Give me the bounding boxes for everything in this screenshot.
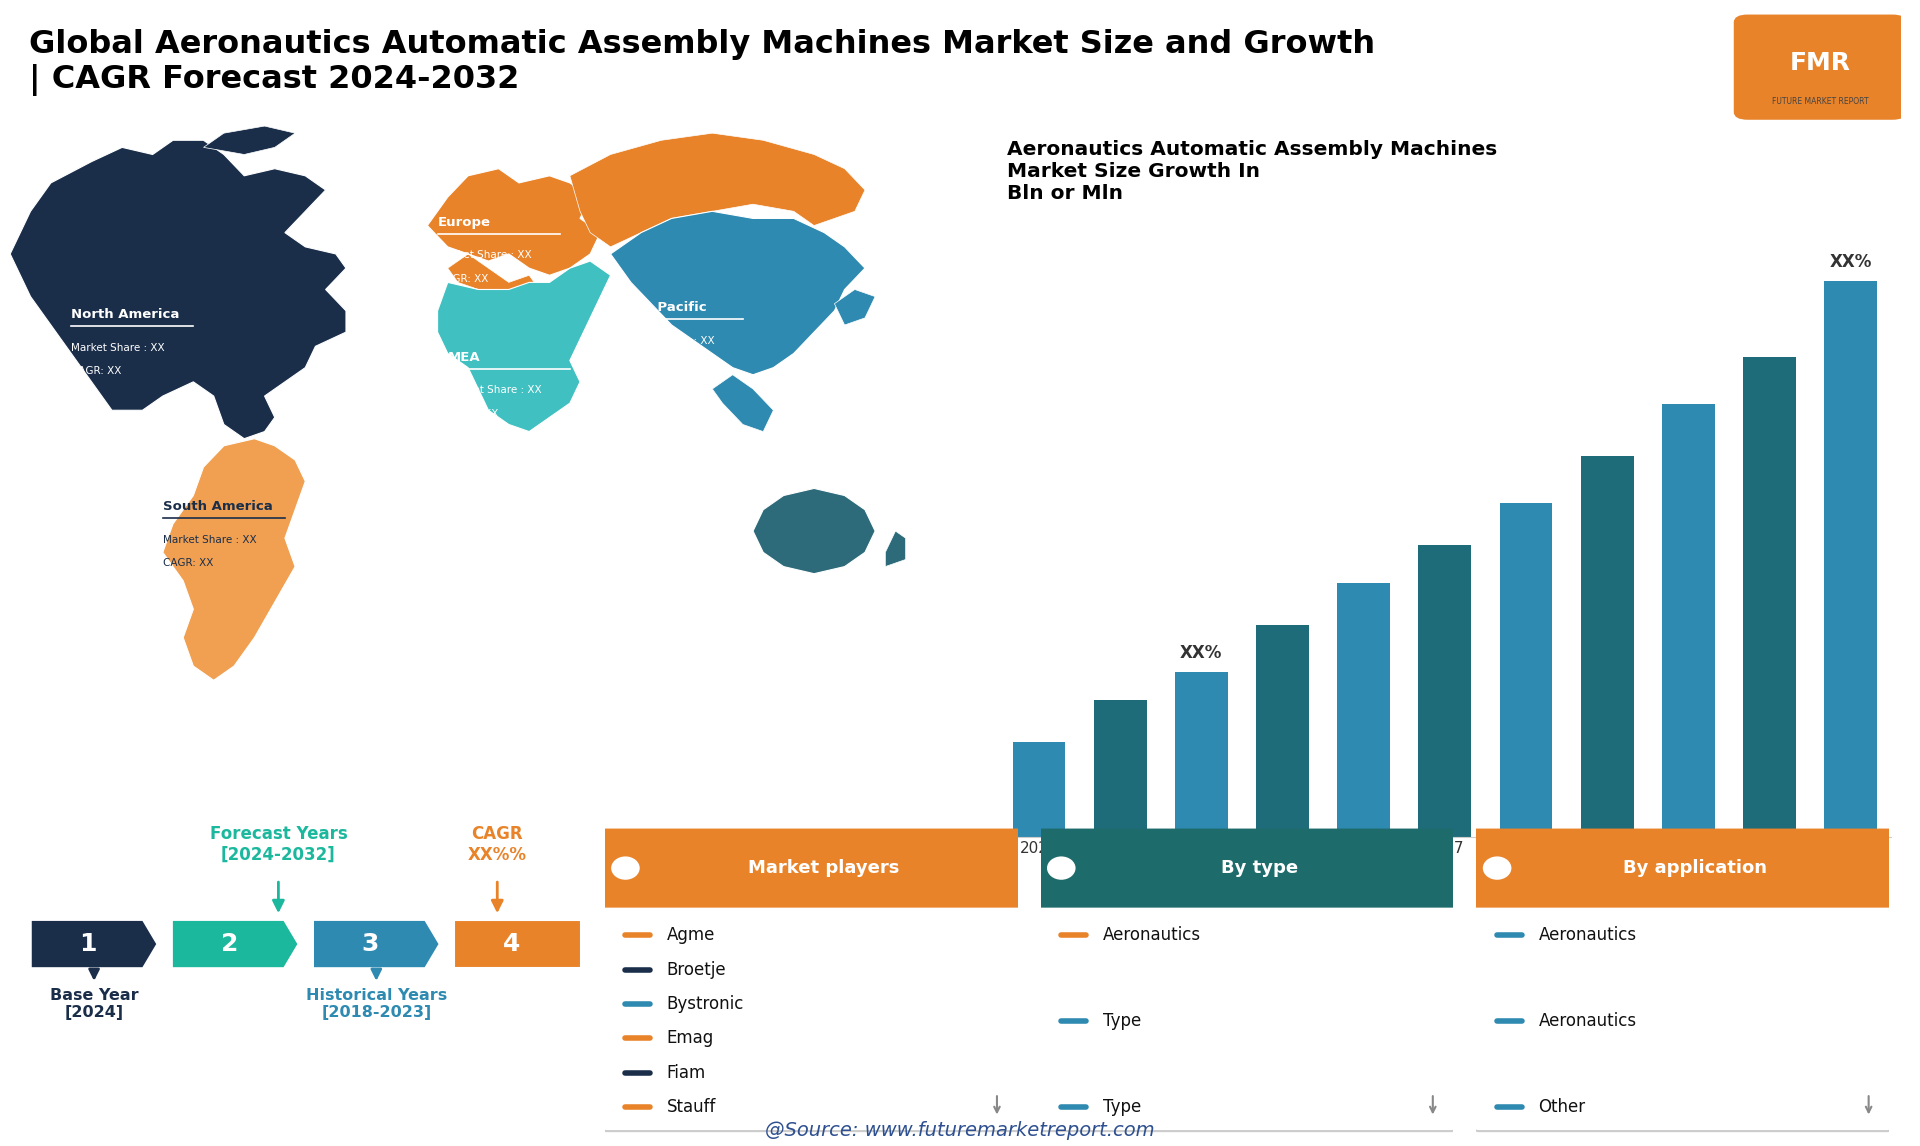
Text: Bystronic: Bystronic xyxy=(666,995,745,1013)
Bar xyxy=(1419,544,1471,837)
Bar xyxy=(1500,503,1553,837)
Text: 4: 4 xyxy=(503,932,520,956)
Text: Fiam: Fiam xyxy=(666,1063,707,1082)
Text: Agme: Agme xyxy=(666,926,714,944)
Text: Aeronautics: Aeronautics xyxy=(1102,926,1200,944)
Polygon shape xyxy=(570,133,864,246)
FancyBboxPatch shape xyxy=(1033,829,1461,908)
Text: 2: 2 xyxy=(221,932,238,956)
Polygon shape xyxy=(453,920,582,968)
Bar xyxy=(1824,282,1878,837)
Text: CAGR: XX: CAGR: XX xyxy=(438,274,488,284)
Text: Aeronautics: Aeronautics xyxy=(1538,1012,1636,1030)
Bar xyxy=(1743,356,1795,837)
Bar xyxy=(1012,743,1066,837)
Text: CAGR: XX: CAGR: XX xyxy=(163,558,213,568)
Bar xyxy=(1663,403,1715,837)
Text: Aeronautics Automatic Assembly Machines
Market Size Growth In
Bln or Mln: Aeronautics Automatic Assembly Machines … xyxy=(1006,140,1498,203)
Text: Market players: Market players xyxy=(749,860,899,877)
Text: Aeronautics: Aeronautics xyxy=(1538,926,1636,944)
Text: XX%: XX% xyxy=(1830,253,1872,272)
Text: By type: By type xyxy=(1221,860,1298,877)
Text: Historical Years
[2018-2023]: Historical Years [2018-2023] xyxy=(305,988,447,1020)
Text: CAGR
XX%%: CAGR XX%% xyxy=(468,825,526,864)
Text: Stauff: Stauff xyxy=(666,1098,716,1116)
Text: XX%: XX% xyxy=(1181,644,1223,662)
FancyBboxPatch shape xyxy=(1469,829,1897,908)
Polygon shape xyxy=(835,290,876,325)
Text: CAGR: XX: CAGR: XX xyxy=(71,367,121,376)
Bar xyxy=(1580,456,1634,837)
Text: Broetje: Broetje xyxy=(666,960,726,979)
Text: FMR: FMR xyxy=(1789,50,1851,74)
Text: Market Share : XX: Market Share : XX xyxy=(620,336,714,346)
Text: CAGR: XX: CAGR: XX xyxy=(620,359,672,369)
FancyBboxPatch shape xyxy=(1734,15,1907,120)
FancyBboxPatch shape xyxy=(1475,904,1891,1131)
Polygon shape xyxy=(1766,19,1839,37)
Polygon shape xyxy=(447,254,540,304)
Text: Type: Type xyxy=(1102,1098,1140,1116)
Text: Europe: Europe xyxy=(438,217,492,229)
Polygon shape xyxy=(428,168,601,275)
Circle shape xyxy=(1046,855,1077,881)
Text: 1: 1 xyxy=(79,932,98,956)
Text: @Source: www.futuremarketreport.com: @Source: www.futuremarketreport.com xyxy=(766,1121,1154,1140)
Polygon shape xyxy=(163,439,305,681)
Polygon shape xyxy=(611,211,864,375)
Circle shape xyxy=(1482,855,1513,881)
Text: MEA: MEA xyxy=(447,351,480,364)
Text: Other: Other xyxy=(1538,1098,1586,1116)
Text: Asia Pacific: Asia Pacific xyxy=(620,301,707,314)
Bar xyxy=(1094,700,1146,837)
Text: South America: South America xyxy=(163,501,273,513)
Polygon shape xyxy=(10,140,346,439)
Text: FUTURE MARKET REPORT: FUTURE MARKET REPORT xyxy=(1772,96,1868,105)
Text: Type: Type xyxy=(1102,1012,1140,1030)
Polygon shape xyxy=(885,531,906,566)
Polygon shape xyxy=(712,375,774,432)
Text: Market Share : XX: Market Share : XX xyxy=(438,251,532,260)
Polygon shape xyxy=(171,920,300,968)
Polygon shape xyxy=(204,126,296,155)
Bar xyxy=(1175,672,1227,837)
Polygon shape xyxy=(313,920,440,968)
Polygon shape xyxy=(31,920,157,968)
Text: CAGR: XX: CAGR: XX xyxy=(447,409,497,418)
Text: North America: North America xyxy=(71,308,180,321)
Text: By application: By application xyxy=(1622,860,1766,877)
Text: Emag: Emag xyxy=(666,1029,714,1047)
Text: Base Year
[2024]: Base Year [2024] xyxy=(50,988,138,1020)
Text: Market Share : XX: Market Share : XX xyxy=(163,534,257,544)
Text: 3: 3 xyxy=(361,932,380,956)
Text: Global Aeronautics Automatic Assembly Machines Market Size and Growth
| CAGR For: Global Aeronautics Automatic Assembly Ma… xyxy=(29,29,1375,96)
Text: Market Share : XX: Market Share : XX xyxy=(71,343,165,353)
FancyBboxPatch shape xyxy=(1039,904,1455,1131)
Polygon shape xyxy=(753,488,876,574)
Text: Forecast Years
[2024-2032]: Forecast Years [2024-2032] xyxy=(209,825,348,864)
Text: Market Share : XX: Market Share : XX xyxy=(447,385,541,395)
Circle shape xyxy=(611,855,641,881)
Bar xyxy=(1256,625,1309,837)
Bar xyxy=(1336,582,1390,837)
Polygon shape xyxy=(438,261,611,432)
FancyBboxPatch shape xyxy=(603,904,1020,1131)
FancyBboxPatch shape xyxy=(597,829,1025,908)
